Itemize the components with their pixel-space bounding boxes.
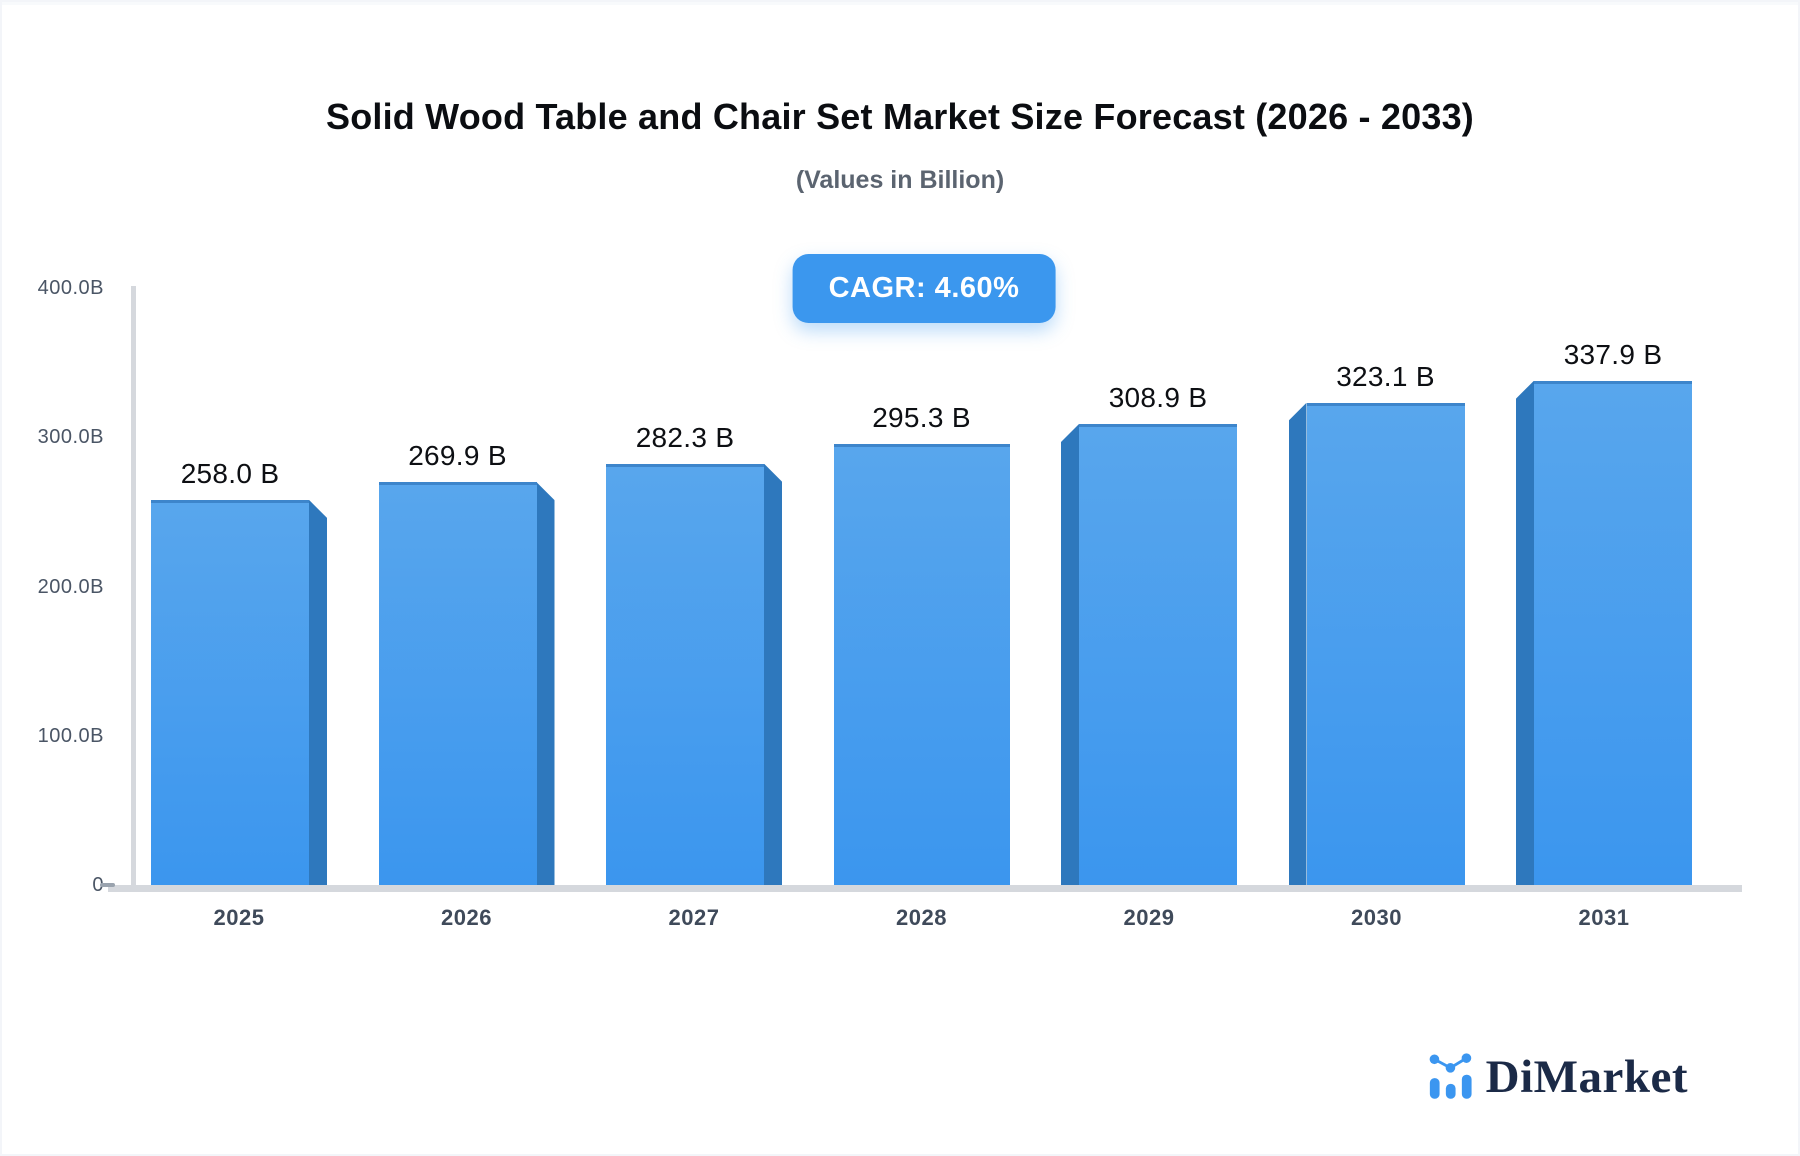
cagr-badge: CAGR: 4.60% bbox=[792, 254, 1056, 323]
brand-name: DiMarket bbox=[1485, 1051, 1688, 1103]
x-tick-label-2030: 2030 bbox=[1351, 905, 1402, 930]
bar-2031 bbox=[1534, 380, 1692, 885]
bar-3d-side bbox=[536, 482, 555, 885]
x-tick-label-2028: 2028 bbox=[896, 905, 947, 930]
bar-value-label: 323.1 B bbox=[1336, 360, 1435, 392]
bar-value-label: 308.9 B bbox=[1108, 381, 1208, 413]
brand-watermark: DiMarket bbox=[1428, 1050, 1688, 1104]
bar-3d-side bbox=[1516, 380, 1534, 885]
bar-2027 bbox=[606, 463, 764, 885]
bar-value-label: 258.0 B bbox=[180, 457, 280, 489]
bar-2029 bbox=[1079, 423, 1237, 885]
y-tick-label: 100.0B bbox=[37, 724, 104, 747]
bar-3d-side bbox=[309, 499, 327, 885]
x-tick-label-2029: 2029 bbox=[1123, 905, 1175, 930]
page-title: Solid Wood Table and Chair Set Market Si… bbox=[325, 96, 1474, 137]
y-axis-line bbox=[131, 286, 136, 886]
bar-3d-side bbox=[1061, 423, 1079, 885]
x-axis-baseline bbox=[108, 885, 1742, 892]
bar-2026 bbox=[378, 482, 537, 885]
mini-bar-chart-icon bbox=[1429, 1053, 1472, 1099]
x-tick-label-2027: 2027 bbox=[668, 905, 720, 930]
bar-value-label: 269.9 B bbox=[408, 440, 507, 472]
page-subtitle: (Values in Billion) bbox=[795, 166, 1005, 194]
x-tick-label-2031: 2031 bbox=[1578, 905, 1630, 930]
bar-3d-side bbox=[1288, 402, 1307, 885]
bar-2028 bbox=[833, 444, 1010, 885]
y-tick-label: 0 bbox=[92, 874, 104, 896]
bar-value-label: 295.3 B bbox=[872, 402, 971, 434]
x-tick-label-2026: 2026 bbox=[441, 905, 492, 930]
bar-value-label: 282.3 B bbox=[635, 421, 735, 453]
bar-2025 bbox=[151, 499, 309, 885]
bar-value-label: 337.9 B bbox=[1563, 338, 1663, 370]
bar-3d-side bbox=[764, 463, 782, 885]
zero-tick-mark bbox=[100, 883, 115, 887]
y-tick-label: 300.0B bbox=[37, 426, 104, 449]
bar-2030 bbox=[1306, 402, 1465, 885]
y-tick-label: 200.0B bbox=[37, 575, 104, 598]
y-tick-label: 400.0B bbox=[37, 277, 104, 299]
x-tick-label-2025: 2025 bbox=[213, 905, 265, 930]
